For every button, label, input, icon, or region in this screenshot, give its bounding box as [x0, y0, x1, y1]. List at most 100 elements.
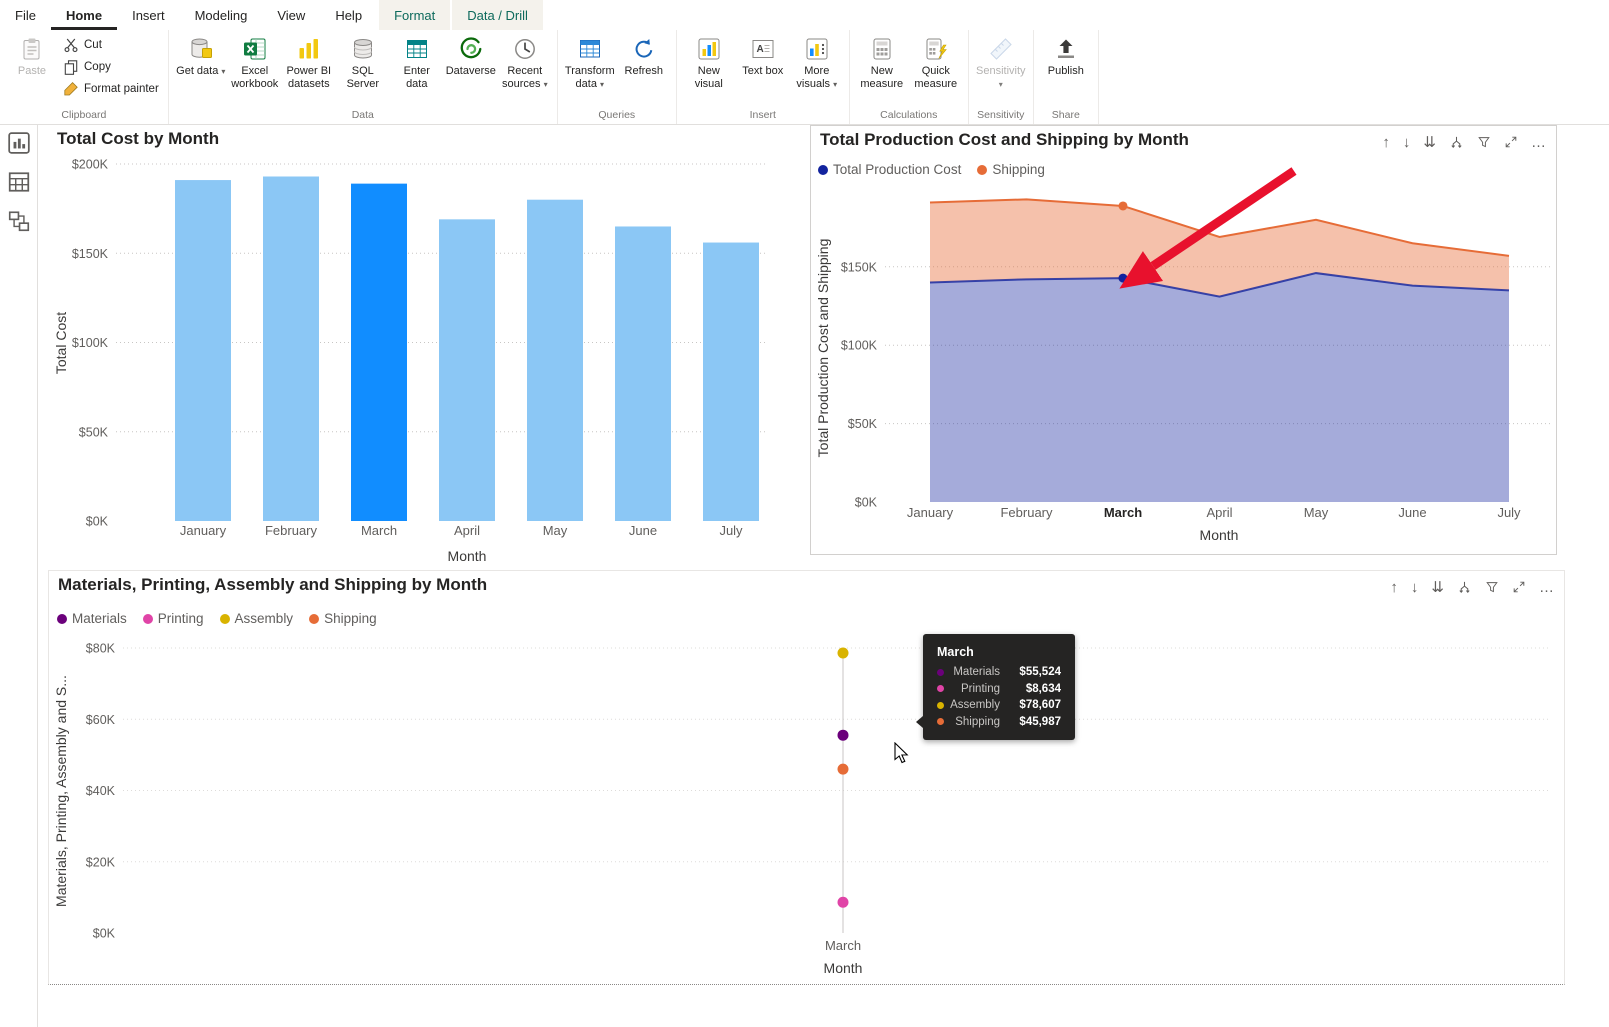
data-point-march-shipping[interactable] — [1118, 201, 1128, 211]
data-point-march-total-production-cost[interactable] — [1118, 273, 1128, 283]
legend-item-assembly[interactable]: Assembly — [219, 611, 293, 626]
area-chart-plot: Month Total Production Cost and Shipping… — [815, 167, 1551, 543]
area-shipping[interactable] — [930, 199, 1509, 297]
ribbon-button-label: Format painter — [84, 83, 159, 95]
filters-icon[interactable] — [1477, 134, 1491, 150]
bar-february[interactable] — [263, 176, 319, 521]
bar-june[interactable] — [615, 226, 671, 521]
menu-tab-view[interactable]: View — [277, 7, 306, 23]
drill-down-icon[interactable]: ↓ — [1402, 133, 1411, 151]
ribbon-button-enter-data[interactable]: Enter data — [391, 32, 443, 93]
bar-july[interactable] — [703, 242, 759, 521]
ribbon-button-quick-measure[interactable]: Quick measure — [910, 32, 962, 93]
ribbon-button-label: Refresh — [624, 65, 664, 77]
ribbon-button-transform-data[interactable]: Transform data ▾ — [564, 32, 616, 93]
x-tick-label: March — [825, 938, 861, 953]
tooltip-series-value: $55,524 — [1019, 666, 1061, 678]
menu-tab-home[interactable]: Home — [51, 0, 117, 30]
visual-title: Total Production Cost and Shipping by Mo… — [820, 130, 1189, 149]
focus-mode-icon[interactable] — [1512, 579, 1526, 595]
drill-up-icon[interactable]: ↑ — [1382, 133, 1390, 151]
visual-materials-printing-assembly-shipping-by-month[interactable]: Materials, Printing, Assembly and Shippi… — [48, 570, 1565, 985]
more-options-icon[interactable]: … — [1539, 578, 1554, 596]
data-point-march-shipping[interactable] — [837, 763, 849, 775]
ribbon-button-label: Dataverse — [445, 65, 496, 77]
legend-item-materials[interactable]: Materials — [57, 611, 127, 626]
x-tick-label: July — [1497, 505, 1521, 520]
sidebar-item-data-view[interactable] — [7, 170, 31, 194]
ribbon-button-publish[interactable]: Publish — [1040, 32, 1092, 80]
transform-data-icon — [577, 36, 603, 62]
ribbon-button-text-box[interactable]: A Text box — [737, 32, 789, 80]
dot-chart-plot: Month Materials, Printing, Assembly and … — [53, 642, 1549, 976]
ribbon-group-label: Insert — [749, 109, 776, 121]
chart-legend: Total Production Cost Shipping — [818, 162, 1045, 177]
menu-tab-format[interactable]: Format — [379, 0, 451, 30]
data-tooltip: March Materials $55,524 Printing $8,634 Asse… — [916, 634, 1075, 740]
menu-tab-data-drill[interactable]: Data / Drill — [452, 0, 543, 30]
ribbon-button-new-measure[interactable]: New measure — [856, 32, 908, 93]
focus-mode-icon[interactable] — [1504, 134, 1518, 150]
area-total-production-cost[interactable] — [930, 273, 1509, 502]
drill-next-level-icon[interactable]: ⇊ — [1431, 579, 1444, 596]
bar-january[interactable] — [175, 180, 231, 521]
ribbon-group-label: Clipboard — [61, 109, 107, 121]
drill-up-icon[interactable]: ↑ — [1390, 578, 1398, 596]
y-tick-label: $100K — [72, 336, 109, 350]
ribbon-button-label: More visuals ▾ — [796, 65, 838, 90]
menu-tab-insert[interactable]: Insert — [132, 7, 165, 23]
ribbon-button-sql-server[interactable]: SQL Server — [337, 32, 389, 93]
ribbon-group-data: Get data ▾ Excel workbook Power BI dataset… — [169, 30, 558, 124]
bar-chart-plot: Month Total Cost $0K $50K $100K $150K $200K J… — [53, 158, 765, 564]
tooltip-series-value: $45,987 — [1019, 715, 1061, 728]
menu-tab-file[interactable]: File — [15, 7, 36, 23]
more-options-icon[interactable]: … — [1531, 133, 1546, 151]
tooltip-series-value: $8,634 — [1025, 682, 1061, 695]
bar-april[interactable] — [439, 219, 495, 521]
bar-march[interactable] — [351, 183, 407, 521]
sidebar-item-model-view[interactable] — [7, 209, 31, 233]
drill-down-icon[interactable]: ↓ — [1410, 578, 1419, 596]
y-tick-label: $50K — [79, 425, 109, 439]
format-painter-icon — [63, 81, 79, 97]
ribbon-button-new-visual[interactable]: New visual — [683, 32, 735, 93]
tooltip-row-assembly: Assembly $78,607 — [937, 699, 1061, 711]
ribbon-button-power-bi-datasets[interactable]: Power BI datasets — [283, 32, 335, 93]
data-point-march-printing[interactable] — [837, 896, 849, 908]
tooltip-series-value: $78,607 — [1019, 699, 1061, 711]
data-point-march-materials[interactable] — [837, 729, 849, 741]
ribbon-button-copy[interactable]: Copy — [60, 58, 162, 76]
filters-icon[interactable] — [1485, 579, 1499, 595]
ribbon-button-refresh[interactable]: Refresh — [618, 32, 670, 80]
visual-header-toolbar: ↑ ↓ ⇊ … — [1382, 133, 1546, 152]
ribbon-button-cut[interactable]: Cut — [60, 36, 162, 54]
expand-all-down-icon[interactable] — [1449, 134, 1464, 150]
menu-tab-modeling[interactable]: Modeling — [194, 7, 248, 23]
visual-total-cost-by-month[interactable]: Total Cost by Month Month Total Cost $0K… — [48, 125, 793, 580]
power-bi-datasets-icon — [296, 36, 322, 62]
bar-may[interactable] — [527, 199, 583, 521]
ribbon-button-paste[interactable]: Paste — [6, 32, 58, 80]
legend-label: Total Production Cost — [833, 162, 962, 177]
ribbon-button-more-visuals[interactable]: More visuals ▾ — [791, 32, 843, 93]
visual-total-production-cost-and-shipping-by-month[interactable]: Total Production Cost and Shipping by Mo… — [810, 125, 1557, 555]
ribbon-group-label: Share — [1051, 109, 1080, 121]
ribbon-button-dataverse[interactable]: Dataverse — [445, 32, 497, 80]
sidebar-item-report-view[interactable] — [7, 131, 31, 155]
ribbon-button-get-data[interactable]: Get data ▾ — [175, 32, 227, 80]
legend-item-shipping[interactable]: Shipping — [309, 611, 377, 626]
legend-item-shipping[interactable]: Shipping — [977, 162, 1045, 177]
drill-next-level-icon[interactable]: ⇊ — [1423, 134, 1436, 151]
menu-tab-help[interactable]: Help — [335, 7, 363, 23]
legend-item-total-production-cost[interactable]: Total Production Cost — [818, 162, 961, 177]
ribbon-group-queries: Transform data ▾ Refresh Queries — [558, 30, 677, 124]
y-axis-title: Total Production Cost and Shipping — [815, 239, 831, 458]
ribbon-button-excel-workbook[interactable]: Excel workbook — [229, 32, 281, 93]
legend-item-printing[interactable]: Printing — [142, 611, 204, 626]
ribbon-button-format-painter[interactable]: Format painter — [60, 80, 162, 98]
ribbon-button-recent-sources[interactable]: Recent sources ▾ — [499, 32, 551, 93]
data-point-march-assembly[interactable] — [837, 647, 849, 659]
ribbon-button-sensitivity[interactable]: Sensitivity ▾ — [975, 32, 1027, 93]
y-tick-label: $100K — [841, 339, 878, 353]
expand-all-down-icon[interactable] — [1457, 579, 1472, 595]
